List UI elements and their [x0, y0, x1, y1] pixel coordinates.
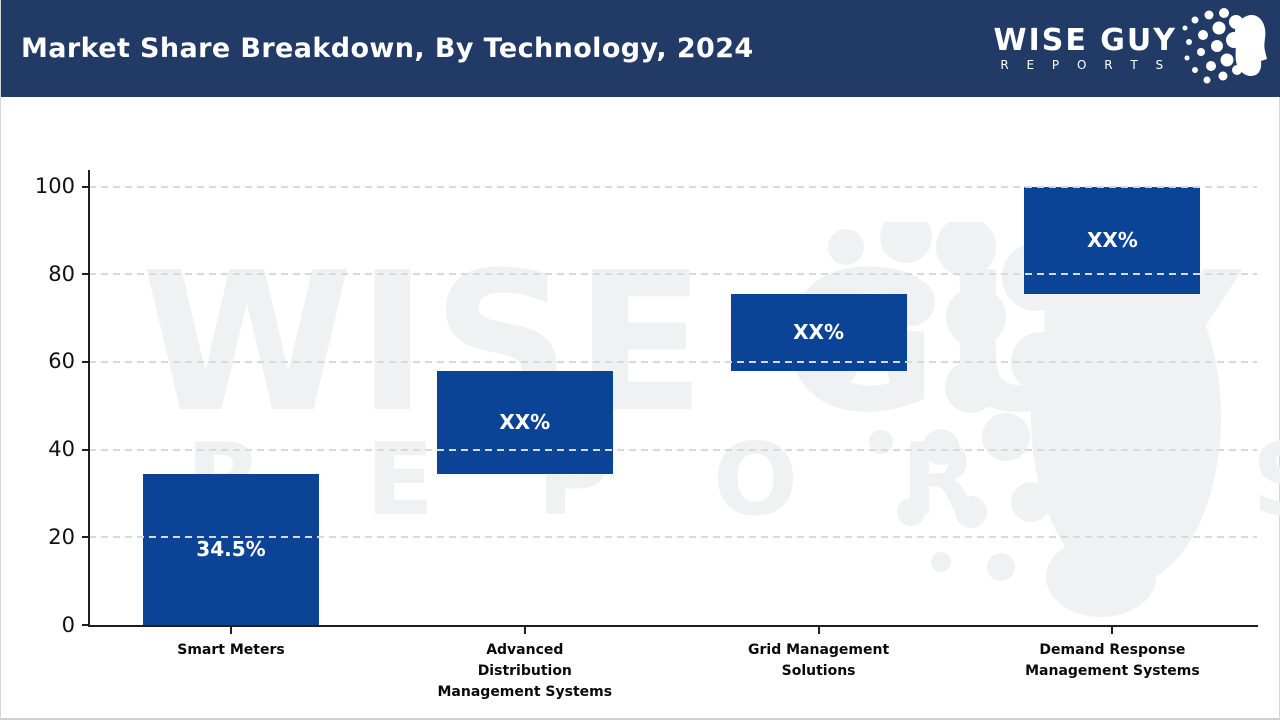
- y-axis: [88, 170, 90, 627]
- y-axis-tick: [82, 448, 89, 451]
- gridline: [89, 536, 1257, 539]
- gridline: [89, 273, 1257, 276]
- y-axis-tick: [82, 185, 89, 188]
- x-category-label: Smart Meters: [177, 642, 285, 658]
- y-tick-label: 80: [48, 261, 75, 286]
- gridline: [89, 448, 1257, 451]
- wiseguy-logo: WISE GUY R E P O R T S: [993, 7, 1267, 90]
- x-category-label: Demand Response Management Systems: [1025, 642, 1200, 679]
- bar-value-label: XX%: [793, 320, 845, 345]
- y-axis-tick: [82, 536, 89, 539]
- y-axis-tick: [82, 360, 89, 363]
- bar-value-label: 34.5%: [196, 537, 266, 562]
- header: Market Share Breakdown, By Technology, 2…: [1, 0, 1280, 97]
- logo-word: WISE GUY: [993, 22, 1177, 58]
- page-title: Market Share Breakdown, By Technology, 2…: [21, 33, 754, 64]
- y-axis-tick: [82, 624, 89, 626]
- logo-subtext: R E P O R T S: [1000, 58, 1171, 73]
- bar-value-label: XX%: [1086, 228, 1138, 253]
- gridline: [89, 185, 1257, 188]
- x-axis-tick: [230, 627, 232, 634]
- gridline: [89, 360, 1257, 363]
- y-tick-label: 60: [48, 349, 75, 374]
- y-tick-label: 40: [48, 437, 75, 462]
- x-axis: [88, 625, 1258, 627]
- x-category-label: Grid Management Solutions: [748, 642, 890, 679]
- bar: 34.5%: [143, 473, 319, 625]
- x-axis-tick: [523, 627, 526, 634]
- y-tick-label: 0: [61, 612, 75, 637]
- bar-value-label: XX%: [499, 410, 551, 435]
- x-axis-tick: [817, 627, 820, 634]
- bar: XX%: [730, 293, 907, 371]
- y-tick-label: 100: [34, 174, 75, 198]
- x-category-label: Advanced Distribution Management Systems: [437, 642, 613, 700]
- y-axis-tick: [82, 273, 89, 276]
- bar: XX%: [1024, 186, 1201, 294]
- bar: XX%: [436, 370, 613, 474]
- logo-wordmark: WISE GUY R E P O R T S: [993, 25, 1177, 73]
- y-tick-label: 20: [48, 524, 75, 549]
- x-axis-tick: [1111, 627, 1114, 634]
- logo-face-icon: [1182, 7, 1267, 83]
